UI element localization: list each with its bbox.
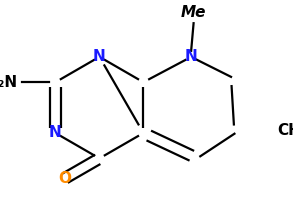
Text: Me: Me (181, 4, 206, 20)
Text: H₂N: H₂N (0, 75, 18, 90)
Text: N: N (93, 49, 106, 64)
Text: N: N (49, 125, 62, 141)
Text: O: O (59, 171, 72, 186)
Text: CHO: CHO (277, 123, 293, 138)
Text: N: N (185, 49, 197, 64)
